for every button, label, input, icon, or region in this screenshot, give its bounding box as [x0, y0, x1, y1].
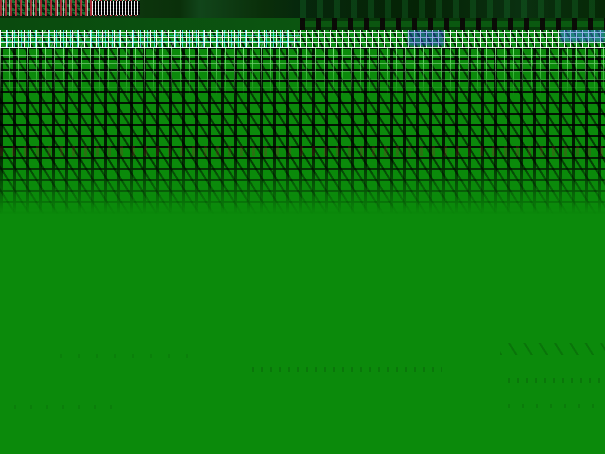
ghost-artifact-row — [14, 405, 122, 409]
blue-smudge-artifact-right — [560, 28, 605, 42]
ghost-artifact-row — [508, 378, 600, 383]
ghost-artifact-row — [252, 367, 442, 372]
ghost-artifact-row — [500, 343, 605, 355]
chevron-dither-strip — [0, 18, 605, 30]
cyan-speckle-overlay — [0, 30, 300, 48]
ghost-artifact-row — [60, 354, 190, 358]
white-black-noise-cluster — [92, 1, 140, 15]
dither-highlight-speckle — [0, 46, 605, 96]
ghost-artifact-row — [508, 404, 604, 408]
top-dark-strip — [0, 0, 605, 18]
blue-smudge-artifact — [408, 30, 444, 46]
green-smear-noise-right — [300, 0, 605, 18]
red-contamination-row — [0, 146, 605, 156]
